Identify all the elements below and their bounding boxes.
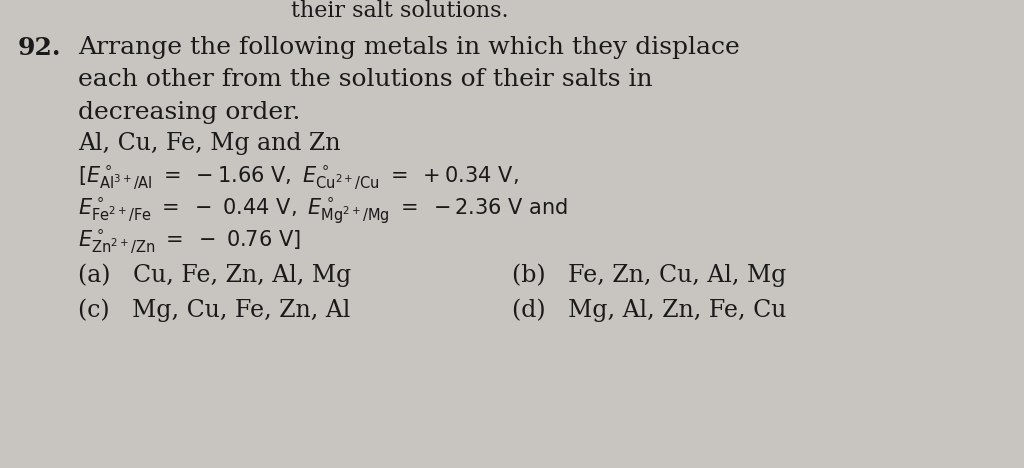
Text: $[E^\circ_{\mathregular{Al}^{3+}\mathregular{/Al}}\ =\ -1.66\ \mathregular{V},\ : $[E^\circ_{\mathregular{Al}^{3+}\mathreg… [78, 163, 519, 191]
Text: decreasing order.: decreasing order. [78, 101, 300, 124]
Text: 92.: 92. [18, 36, 61, 60]
Text: (b)   Fe, Zn, Cu, Al, Mg: (b) Fe, Zn, Cu, Al, Mg [512, 263, 786, 286]
Text: $E^\circ_{\mathregular{Fe}^{2+}\mathregular{/Fe}}\ =\ -\ 0.44\ \mathregular{V},\: $E^\circ_{\mathregular{Fe}^{2+}\mathregu… [78, 195, 568, 226]
Text: (c)   Mg, Cu, Fe, Zn, Al: (c) Mg, Cu, Fe, Zn, Al [78, 298, 350, 322]
Text: their salt solutions.: their salt solutions. [291, 0, 509, 22]
Text: Arrange the following metals in which they displace: Arrange the following metals in which th… [78, 36, 739, 59]
Text: each other from the solutions of their salts in: each other from the solutions of their s… [78, 68, 652, 91]
Text: (a)   Cu, Fe, Zn, Al, Mg: (a) Cu, Fe, Zn, Al, Mg [78, 263, 351, 286]
Text: $E^\circ_{\mathregular{Zn}^{2+}\mathregular{/Zn}}\ =\ -\ 0.76\ \mathregular{V]}$: $E^\circ_{\mathregular{Zn}^{2+}\mathregu… [78, 227, 301, 255]
Text: (d)   Mg, Al, Zn, Fe, Cu: (d) Mg, Al, Zn, Fe, Cu [512, 298, 786, 322]
Text: Al, Cu, Fe, Mg and Zn: Al, Cu, Fe, Mg and Zn [78, 132, 341, 155]
